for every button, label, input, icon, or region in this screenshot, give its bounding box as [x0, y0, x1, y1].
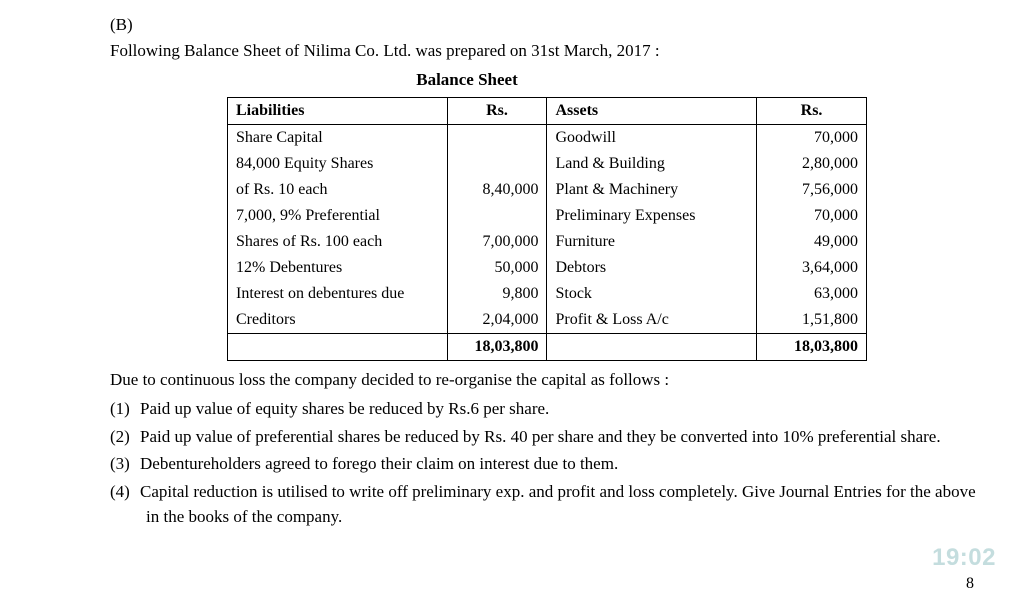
item-text: Debentureholders agreed to forego their …: [140, 454, 618, 473]
cell-rs1: 7,00,000: [447, 229, 547, 255]
total-rs2: 18,03,800: [757, 333, 867, 360]
cell-liab: Creditors: [228, 307, 448, 334]
question-intro: (B) Following Balance Sheet of Nilima Co…: [110, 12, 984, 63]
table-row: Interest on debentures due9,800Stock63,0…: [228, 281, 867, 307]
list-item: (3)Debentureholders agreed to forego the…: [110, 451, 984, 477]
balance-sheet-table: Liabilities Rs. Assets Rs. Share Capital…: [227, 97, 867, 361]
cell-rs2: 1,51,800: [757, 307, 867, 334]
cell-rs1: 8,40,000: [447, 177, 547, 203]
list-item: (4)Capital reduction is utilised to writ…: [110, 479, 984, 530]
question-text: Following Balance Sheet of Nilima Co. Lt…: [110, 38, 944, 64]
cell-rs2: 7,56,000: [757, 177, 867, 203]
cell-rs2: 70,000: [757, 203, 867, 229]
cell-asset: Stock: [547, 281, 757, 307]
cell-rs1: 2,04,000: [447, 307, 547, 334]
cell-liab: of Rs. 10 each: [228, 177, 448, 203]
cell-rs2: 49,000: [757, 229, 867, 255]
col-rs2: Rs.: [757, 97, 867, 124]
table-row: of Rs. 10 each8,40,000Plant & Machinery7…: [228, 177, 867, 203]
cell-asset: Debtors: [547, 255, 757, 281]
table-total-row: 18,03,800 18,03,800: [228, 333, 867, 360]
item-number: (4): [110, 479, 140, 505]
cell-liab: 84,000 Equity Shares: [228, 151, 448, 177]
total-rs1: 18,03,800: [447, 333, 547, 360]
cell-rs1: 50,000: [447, 255, 547, 281]
cell-rs2: 70,000: [757, 124, 867, 151]
total-blank2: [547, 333, 757, 360]
table-row: 12% Debentures50,000Debtors3,64,000: [228, 255, 867, 281]
col-assets: Assets: [547, 97, 757, 124]
cell-rs1: [447, 151, 547, 177]
cell-asset: Preliminary Expenses: [547, 203, 757, 229]
cell-liab: Shares of Rs. 100 each: [228, 229, 448, 255]
col-rs1: Rs.: [447, 97, 547, 124]
cell-liab: 12% Debentures: [228, 255, 448, 281]
cell-rs2: 2,80,000: [757, 151, 867, 177]
cell-asset: Furniture: [547, 229, 757, 255]
list-item: (1)Paid up value of equity shares be red…: [110, 396, 984, 422]
items-list: (1)Paid up value of equity shares be red…: [110, 396, 984, 530]
item-text: Paid up value of equity shares be reduce…: [140, 399, 549, 418]
item-text: Capital reduction is utilised to write o…: [140, 482, 976, 527]
item-number: (1): [110, 396, 140, 422]
table-row: 7,000, 9% Preferential Preliminary Expens…: [228, 203, 867, 229]
item-number: (3): [110, 451, 140, 477]
cell-asset: Goodwill: [547, 124, 757, 151]
cell-asset: Profit & Loss A/c: [547, 307, 757, 334]
cell-asset: Land & Building: [547, 151, 757, 177]
item-number: (2): [110, 424, 140, 450]
cell-rs1: [447, 203, 547, 229]
table-row: Share Capital Goodwill70,000: [228, 124, 867, 151]
page-number: 8: [966, 572, 974, 596]
watermark-time: 19:02: [932, 540, 996, 576]
cell-asset: Plant & Machinery: [547, 177, 757, 203]
table-row: Shares of Rs. 100 each7,00,000Furniture4…: [228, 229, 867, 255]
cell-liab: Interest on debentures due: [228, 281, 448, 307]
post-note: Due to continuous loss the company decid…: [110, 367, 984, 393]
cell-rs1: [447, 124, 547, 151]
cell-liab: 7,000, 9% Preferential: [228, 203, 448, 229]
table-row: 84,000 Equity Shares Land & Building2,80,…: [228, 151, 867, 177]
table-header-row: Liabilities Rs. Assets Rs.: [228, 97, 867, 124]
cell-liab: Share Capital: [228, 124, 448, 151]
total-blank1: [228, 333, 448, 360]
item-text: Paid up value of preferential shares be …: [140, 427, 941, 446]
balance-sheet-title: Balance Sheet: [110, 67, 984, 93]
col-liabilities: Liabilities: [228, 97, 448, 124]
table-row: Creditors2,04,000Profit & Loss A/c1,51,8…: [228, 307, 867, 334]
cell-rs2: 3,64,000: [757, 255, 867, 281]
question-label: (B): [110, 12, 146, 38]
list-item: (2)Paid up value of preferential shares …: [110, 424, 984, 450]
cell-rs2: 63,000: [757, 281, 867, 307]
cell-rs1: 9,800: [447, 281, 547, 307]
